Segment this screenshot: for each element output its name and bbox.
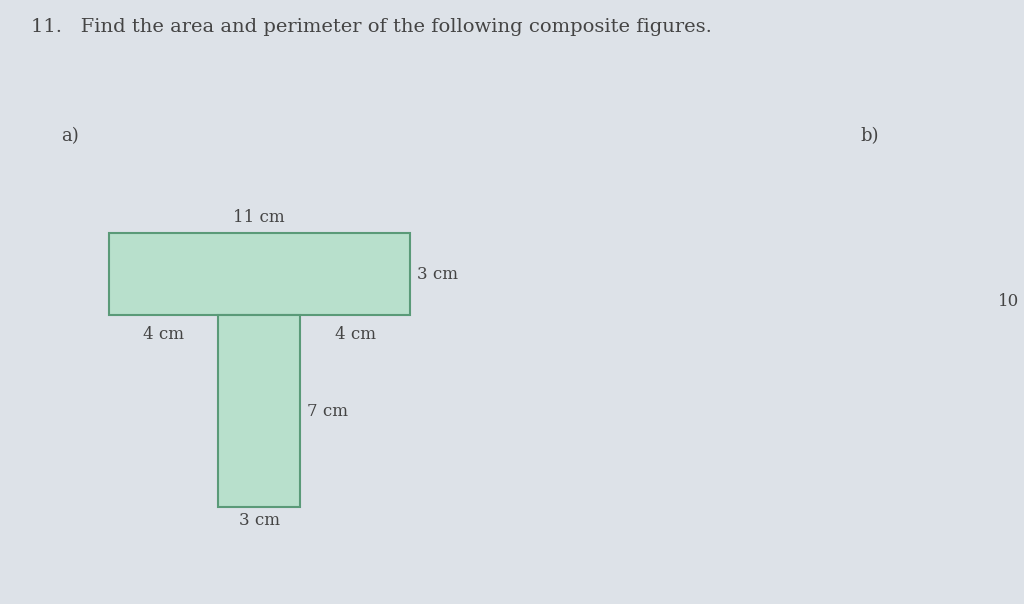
Text: 10: 10 [997, 294, 1019, 310]
Text: b): b) [860, 127, 879, 145]
Text: 7 cm: 7 cm [307, 403, 348, 420]
Text: 4 cm: 4 cm [143, 326, 184, 343]
Text: 11 cm: 11 cm [233, 210, 285, 226]
Text: a): a) [61, 127, 79, 145]
Text: 4 cm: 4 cm [335, 326, 376, 343]
Text: 3 cm: 3 cm [417, 266, 458, 283]
Text: 11.   Find the area and perimeter of the following composite figures.: 11. Find the area and perimeter of the f… [31, 18, 712, 36]
Bar [109, 233, 410, 315]
Text: 3 cm: 3 cm [239, 512, 280, 530]
Bar [218, 315, 300, 507]
